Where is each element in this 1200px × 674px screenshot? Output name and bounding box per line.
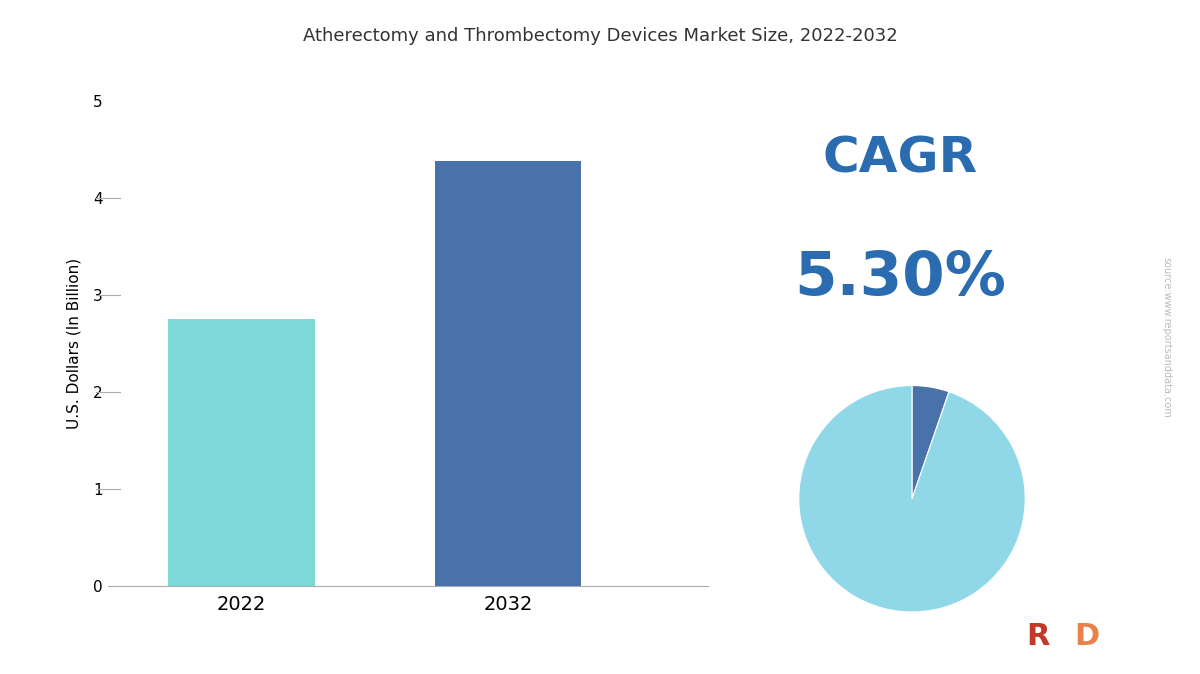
- Y-axis label: U.S. Dollars (In Billion): U.S. Dollars (In Billion): [66, 258, 82, 429]
- Text: Atherectomy and Thrombectomy Devices Market Size, 2022-2032: Atherectomy and Thrombectomy Devices Mar…: [302, 27, 898, 45]
- Text: D: D: [1074, 622, 1099, 652]
- Wedge shape: [799, 386, 1025, 612]
- Text: source:www.reportsanddata.com: source:www.reportsanddata.com: [1162, 257, 1171, 417]
- Wedge shape: [912, 386, 949, 499]
- Text: CAGR: CAGR: [822, 135, 978, 183]
- Text: R: R: [1026, 622, 1050, 652]
- Bar: [434, 161, 581, 586]
- Text: 5.30%: 5.30%: [794, 249, 1006, 309]
- Bar: [168, 319, 314, 586]
